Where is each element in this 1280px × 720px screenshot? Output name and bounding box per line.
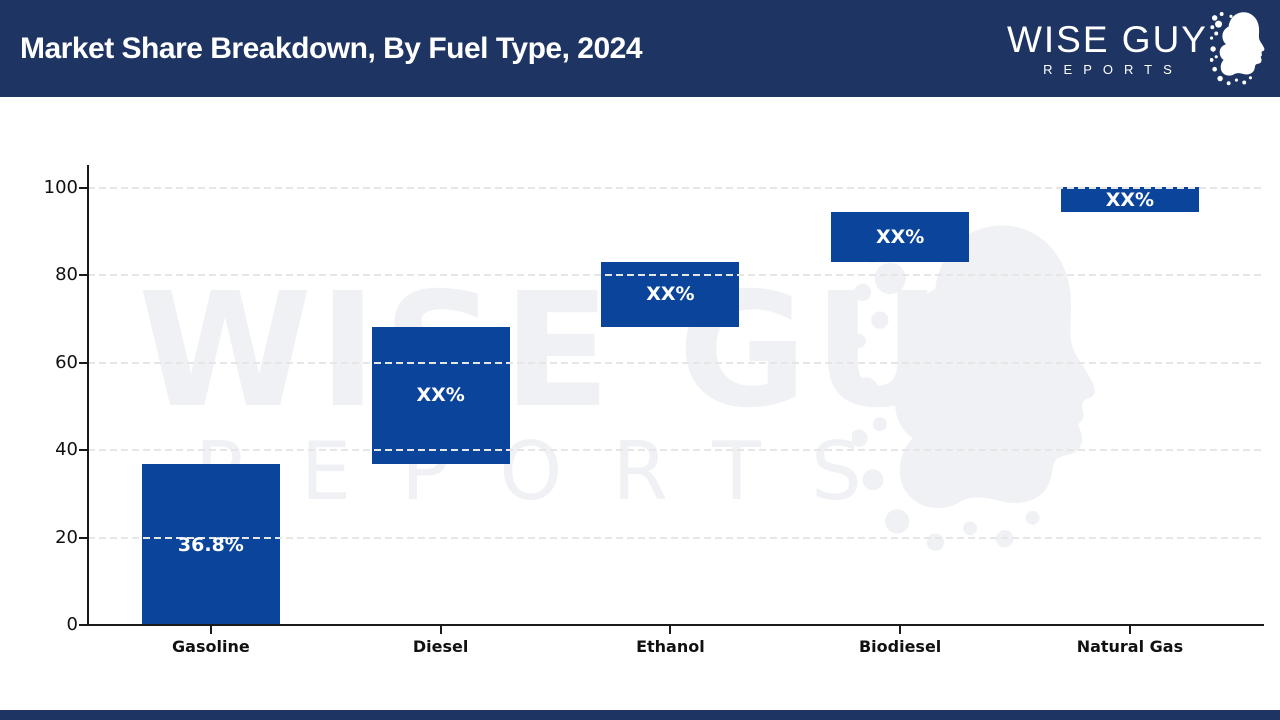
brand-logo: WISE GUY REPORTS [1007,8,1266,90]
bar-value-label-diesel: XX% [416,384,465,407]
y-tick-label-100: 100 [43,176,78,198]
x-tick-mark-biodiesel [899,625,902,634]
gridline-40 [88,449,1262,451]
y-tick-label-0: 0 [66,614,78,635]
gridline-100 [88,186,1262,189]
x-category-label-natural-gas: Natural Gas [1076,637,1184,656]
bar-value-label-natural-gas: XX% [1105,188,1155,211]
x-category-label-biodiesel: Biodiesel [858,637,942,656]
x-category-label-ethanol: Ethanol [636,637,705,656]
x-tick-mark-natural-gas [1128,625,1131,634]
x-tick-mark-gasoline [209,625,212,634]
footer-bar [0,710,1280,720]
page-title: Market Share Breakdown, By Fuel Type, 20… [20,31,643,65]
y-tick-label-80: 80 [55,264,78,285]
bar-biodiesel [831,212,970,263]
bar-value-label-gasoline: 36.8% [177,533,244,556]
y-tick-mark-0 [79,624,88,626]
y-tick-label-40: 40 [55,439,78,460]
watermark-subtitle: REPORTS [195,425,912,518]
bar-ethanol [601,262,740,327]
y-tick-mark-60 [79,361,88,364]
y-tick-mark-100 [79,186,88,189]
gridline-20 [88,536,1262,539]
gridline-80 [88,274,1262,276]
bar-value-label-ethanol: XX% [646,283,695,306]
bar-natural-gas [1060,186,1199,213]
brand-wordmark: WISE GUY [1006,19,1208,60]
y-tick-label-20: 20 [55,526,78,548]
brand-subtitle: REPORTS [1043,62,1183,77]
x-tick-mark-ethanol [669,625,672,634]
x-tick-mark-diesel [439,625,442,634]
x-category-label-gasoline: Gasoline [172,637,250,656]
y-tick-label-60: 60 [55,351,78,373]
bar-diesel [371,326,510,464]
x-category-label-diesel: Diesel [412,637,469,656]
brand-logo-text: WISE GUY REPORTS [1007,21,1208,77]
bar-gasoline [141,464,280,625]
y-tick-mark-80 [79,274,88,276]
x-axis-line [87,624,1264,626]
y-tick-mark-20 [79,536,88,539]
bar-value-label-biodiesel: XX% [875,226,925,249]
gridline-60 [88,361,1262,364]
y-tick-mark-40 [79,449,88,451]
y-axis-line [87,165,89,626]
header: Market Share Breakdown, By Fuel Type, 20… [0,0,1280,97]
